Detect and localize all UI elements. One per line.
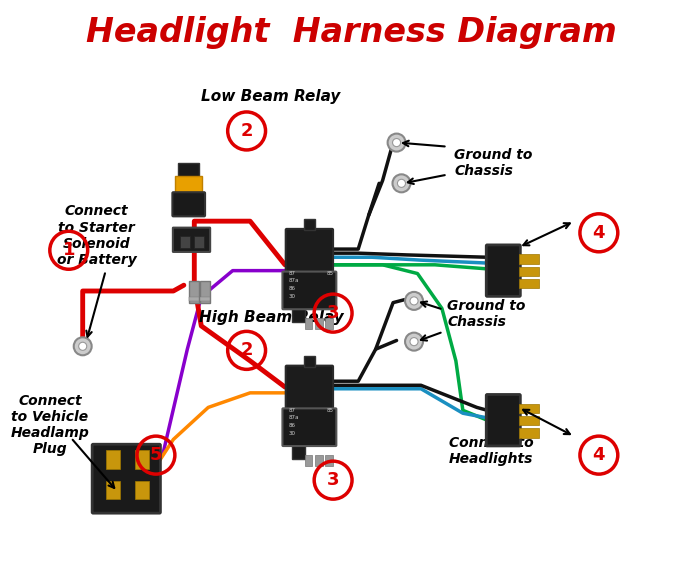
Bar bbox=[200, 281, 209, 303]
Circle shape bbox=[410, 338, 418, 346]
Text: 1: 1 bbox=[62, 242, 75, 259]
FancyBboxPatch shape bbox=[282, 272, 336, 309]
Bar bbox=[315, 455, 323, 466]
Text: Low Beam Relay: Low Beam Relay bbox=[202, 88, 341, 104]
Bar bbox=[292, 306, 304, 322]
Bar bbox=[304, 455, 312, 466]
Circle shape bbox=[393, 175, 410, 192]
Circle shape bbox=[74, 338, 92, 355]
Bar bbox=[292, 442, 304, 459]
Bar bbox=[176, 176, 202, 195]
FancyBboxPatch shape bbox=[172, 192, 205, 217]
Text: 2: 2 bbox=[240, 342, 253, 359]
Bar bbox=[315, 318, 323, 329]
Circle shape bbox=[405, 292, 423, 310]
Text: 86: 86 bbox=[288, 423, 295, 428]
Bar bbox=[519, 254, 539, 264]
FancyBboxPatch shape bbox=[282, 409, 336, 446]
Bar bbox=[178, 163, 199, 178]
Bar bbox=[519, 428, 539, 438]
Circle shape bbox=[393, 139, 400, 147]
Bar bbox=[519, 279, 539, 288]
Text: Headlight  Harness Diagram: Headlight Harness Diagram bbox=[86, 16, 617, 48]
Text: 87a: 87a bbox=[288, 415, 299, 420]
Text: Connect to
Headlights: Connect to Headlights bbox=[449, 436, 533, 466]
Text: Connect
to Starter
Solenoid
or Battery: Connect to Starter Solenoid or Battery bbox=[57, 204, 136, 267]
Bar bbox=[326, 455, 333, 466]
Text: Ground to
Chassis: Ground to Chassis bbox=[447, 299, 526, 329]
Bar bbox=[180, 236, 190, 248]
Circle shape bbox=[78, 342, 87, 350]
Circle shape bbox=[410, 297, 418, 305]
Text: 87a: 87a bbox=[288, 278, 299, 283]
Text: 3: 3 bbox=[327, 304, 340, 322]
Text: 87: 87 bbox=[288, 408, 295, 413]
Bar bbox=[519, 416, 539, 425]
Bar bbox=[106, 450, 120, 469]
Bar bbox=[200, 297, 209, 301]
FancyBboxPatch shape bbox=[92, 444, 160, 513]
Bar bbox=[135, 450, 149, 469]
Text: 86: 86 bbox=[288, 286, 295, 291]
FancyBboxPatch shape bbox=[486, 245, 520, 296]
Text: 87: 87 bbox=[288, 271, 295, 276]
FancyBboxPatch shape bbox=[173, 228, 210, 252]
Bar bbox=[190, 281, 200, 303]
Text: 5: 5 bbox=[150, 446, 162, 464]
Bar bbox=[190, 297, 200, 301]
Circle shape bbox=[398, 179, 405, 187]
FancyBboxPatch shape bbox=[286, 229, 333, 275]
Bar bbox=[304, 318, 312, 329]
FancyBboxPatch shape bbox=[286, 365, 333, 411]
Bar bbox=[135, 481, 149, 499]
Bar bbox=[106, 481, 120, 499]
Text: 30: 30 bbox=[288, 431, 295, 436]
Text: 85: 85 bbox=[327, 271, 334, 276]
Circle shape bbox=[388, 134, 405, 151]
Text: 4: 4 bbox=[593, 446, 605, 464]
Bar bbox=[519, 267, 539, 276]
Text: Connect
to Vehicle
Headlamp
Plug: Connect to Vehicle Headlamp Plug bbox=[10, 393, 90, 456]
FancyBboxPatch shape bbox=[486, 395, 520, 446]
Text: Ground to
Chassis: Ground to Chassis bbox=[454, 148, 533, 178]
Text: 85: 85 bbox=[327, 408, 334, 413]
Text: 4: 4 bbox=[593, 224, 605, 242]
Bar bbox=[194, 236, 204, 248]
Text: 30: 30 bbox=[288, 294, 295, 299]
Circle shape bbox=[405, 333, 423, 350]
Bar bbox=[304, 219, 315, 230]
Text: 3: 3 bbox=[327, 471, 340, 489]
Text: High Beam Relay: High Beam Relay bbox=[199, 310, 344, 325]
Bar bbox=[519, 404, 539, 413]
Bar bbox=[304, 356, 315, 367]
Bar bbox=[326, 318, 333, 329]
Text: 2: 2 bbox=[240, 122, 253, 140]
